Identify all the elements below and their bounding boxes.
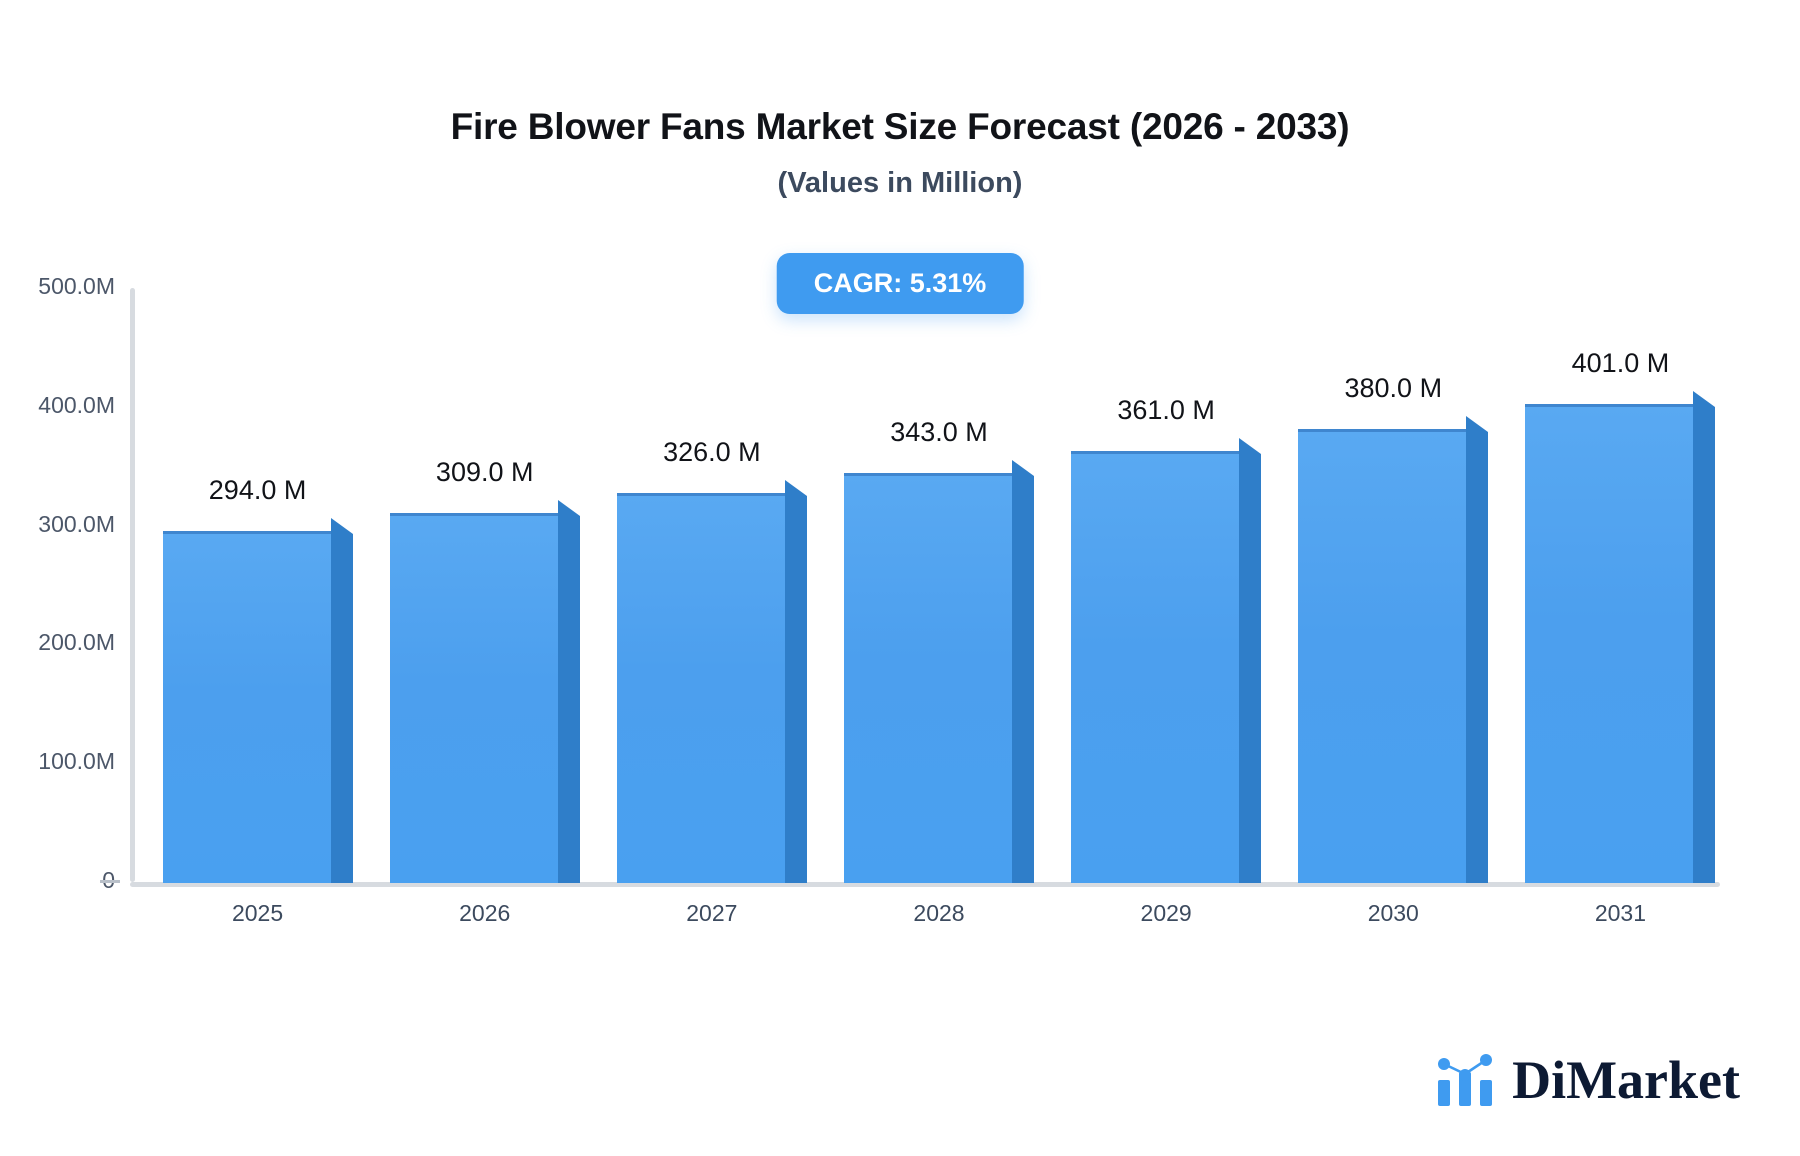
- bar-side-face: [1693, 406, 1716, 883]
- y-tick-label: 300.0M: [38, 510, 115, 537]
- bar-value-label: 343.0 M: [890, 416, 988, 447]
- x-axis-labels: 2025 2026 2027 2028 2029 2030 2031: [130, 900, 1720, 940]
- bar-front-face: [1298, 428, 1467, 883]
- bar-front-face: [844, 472, 1012, 883]
- chart-title: Fire Blower Fans Market Size Forecast (2…: [450, 106, 1350, 147]
- x-tick-label: 2026: [459, 900, 511, 926]
- bar-side-face: [557, 515, 580, 883]
- bar-front-face: [616, 492, 785, 883]
- chart-subtitle: (Values in Million): [777, 167, 1023, 199]
- bar-top-wedge: [330, 517, 353, 534]
- bar-side-face: [1239, 454, 1262, 883]
- dimarket-logo: DiMarket: [1436, 1052, 1740, 1108]
- x-tick-label: 2025: [231, 900, 284, 926]
- bar-2031[interactable]: [1525, 390, 1716, 883]
- bar-side-face: [1012, 475, 1034, 883]
- x-tick-label: 2027: [686, 900, 738, 926]
- bar-front-face: [162, 530, 331, 883]
- bar-chart-dots-icon: [1438, 1054, 1493, 1106]
- x-tick-label: 2028: [913, 900, 965, 926]
- cagr-badge: CAGR: 5.31%: [776, 253, 1024, 314]
- bar-top-wedge: [1466, 415, 1489, 432]
- bar-top-wedge: [1012, 459, 1034, 476]
- bar-top-wedge: [784, 479, 807, 496]
- bar-side-face: [1466, 431, 1489, 883]
- y-tick-label: 0: [0, 867, 115, 894]
- bar-top-wedge: [1693, 390, 1716, 407]
- x-tick-label: 2029: [1140, 900, 1192, 926]
- bar-2030[interactable]: [1298, 415, 1489, 883]
- y-tick-label: 500.0M: [38, 273, 115, 299]
- bar-2029[interactable]: [1071, 438, 1262, 883]
- bar-2026[interactable]: [389, 499, 580, 883]
- y-axis-line: [130, 288, 135, 882]
- plot-area: 294.0 M 309.0 M 326.0 M 343.0 M 361.0 M 380.0…: [130, 288, 1720, 888]
- bar-value-label: 361.0 M: [1117, 395, 1215, 426]
- bar-value-label: 380.0 M: [1344, 372, 1443, 403]
- x-axis-line: [130, 882, 1720, 887]
- bar-top-wedge: [1239, 438, 1262, 455]
- bar-value-label: 401.0 M: [1571, 347, 1670, 378]
- bar-value-label: 294.0 M: [208, 474, 307, 505]
- bar-front-face: [1071, 451, 1240, 883]
- bar-value-label: 326.0 M: [663, 436, 761, 467]
- logo-wordmark: DiMarket: [1512, 1050, 1740, 1110]
- y-axis-labels: 0 100.0M 200.0M 300.0M 400.0M 500.0M: [0, 0, 115, 1156]
- bar-series: 294.0 M 309.0 M 326.0 M 343.0 M 361.0 M 380.0…: [130, 288, 1720, 888]
- y-tick-label: 400.0M: [38, 391, 115, 418]
- bar-front-face: [1525, 403, 1694, 883]
- y-tick-label: 100.0M: [38, 748, 115, 775]
- bar-side-face: [330, 533, 353, 883]
- bar-value-label: 309.0 M: [435, 456, 534, 487]
- y-tick-label: 200.0M: [38, 629, 115, 656]
- bar-top-wedge: [557, 499, 580, 516]
- x-tick-label: 2030: [1367, 900, 1419, 926]
- bar-side-face: [784, 495, 807, 883]
- bar-2028[interactable]: [844, 459, 1034, 883]
- y-axis-zero-tick: [100, 880, 120, 883]
- bar-front-face: [389, 512, 558, 883]
- bar-2027[interactable]: [616, 479, 807, 883]
- x-tick-label: 2031: [1594, 900, 1646, 926]
- bar-2025[interactable]: [162, 517, 353, 883]
